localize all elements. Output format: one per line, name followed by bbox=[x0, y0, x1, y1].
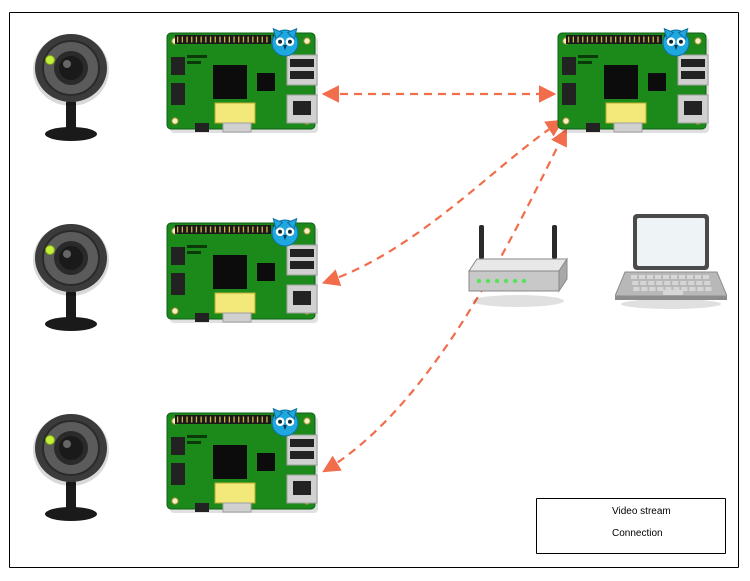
router-icon bbox=[463, 225, 573, 315]
raspberry-pi-client-icon bbox=[165, 405, 320, 522]
legend-label-connection: Connection bbox=[612, 528, 663, 539]
webcam-icon bbox=[30, 410, 112, 527]
raspberry-pi-server-icon bbox=[556, 25, 711, 142]
webcam-icon bbox=[30, 220, 112, 337]
laptop-icon bbox=[615, 210, 727, 315]
raspberry-pi-client-icon bbox=[165, 215, 320, 332]
diagram-canvas: { "title": "MotionEyeOS network topology… bbox=[0, 0, 750, 581]
raspberry-pi-client-icon bbox=[165, 25, 320, 142]
legend-label-stream: Video stream bbox=[612, 506, 671, 517]
webcam-icon bbox=[30, 30, 112, 147]
